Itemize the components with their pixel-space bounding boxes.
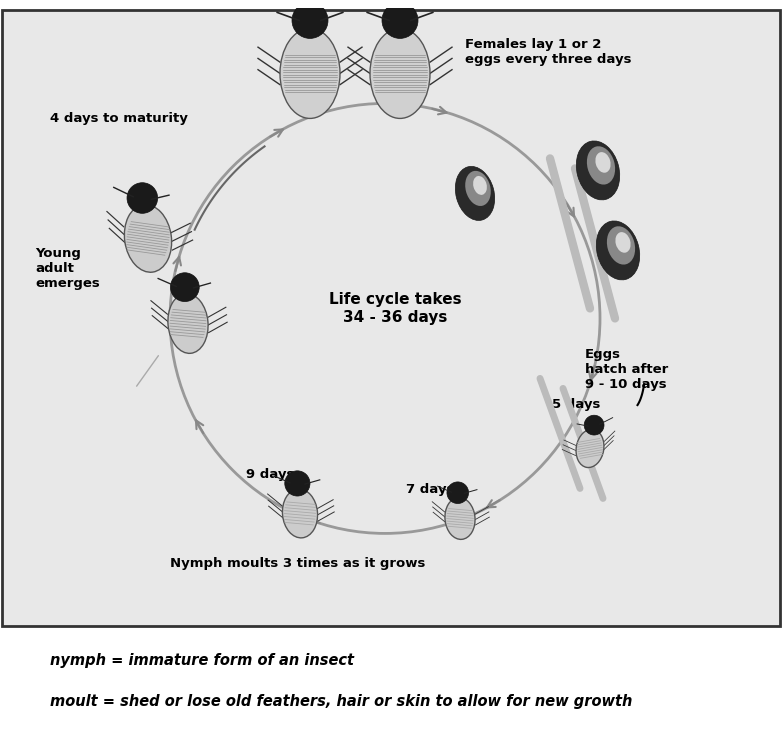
Circle shape — [127, 183, 158, 213]
Ellipse shape — [370, 29, 430, 119]
Ellipse shape — [280, 29, 340, 119]
Ellipse shape — [293, 12, 327, 26]
Ellipse shape — [615, 232, 630, 253]
Ellipse shape — [576, 141, 619, 200]
Text: 5 days: 5 days — [552, 398, 601, 411]
Text: Females lay 1 or 2
eggs every three days: Females lay 1 or 2 eggs every three days — [465, 38, 632, 67]
Ellipse shape — [576, 429, 604, 468]
Ellipse shape — [597, 221, 640, 280]
Text: Nymph moults 3 times as it grows: Nymph moults 3 times as it grows — [170, 557, 425, 570]
Text: 4 days to maturity: 4 days to maturity — [50, 112, 188, 125]
Text: 7 days: 7 days — [406, 483, 454, 496]
Ellipse shape — [129, 190, 155, 203]
Ellipse shape — [383, 12, 417, 26]
Ellipse shape — [282, 489, 317, 538]
Circle shape — [584, 415, 604, 435]
Ellipse shape — [124, 205, 171, 272]
Ellipse shape — [595, 152, 611, 173]
FancyArrowPatch shape — [137, 356, 159, 386]
Ellipse shape — [168, 294, 208, 354]
Text: Life cycle takes
34 - 36 days: Life cycle takes 34 - 36 days — [328, 292, 461, 324]
Circle shape — [170, 273, 199, 302]
Ellipse shape — [445, 498, 475, 539]
Ellipse shape — [465, 171, 491, 206]
Ellipse shape — [586, 420, 602, 428]
Ellipse shape — [288, 477, 307, 487]
Ellipse shape — [455, 166, 495, 220]
Circle shape — [292, 2, 328, 38]
Ellipse shape — [586, 146, 615, 184]
Text: Eggs
hatch after
9 - 10 days: Eggs hatch after 9 - 10 days — [585, 348, 669, 392]
Text: Young
adult
emerges: Young adult emerges — [35, 247, 100, 290]
Text: 9 days: 9 days — [246, 468, 294, 482]
Text: moult = shed or lose old feathers, hair or skin to allow for new growth: moult = shed or lose old feathers, hair … — [50, 694, 633, 709]
Circle shape — [447, 482, 468, 504]
Ellipse shape — [174, 280, 196, 291]
Circle shape — [382, 2, 418, 38]
Circle shape — [285, 471, 310, 496]
Ellipse shape — [473, 176, 487, 195]
Ellipse shape — [607, 226, 635, 264]
Text: nymph = immature form of an insect: nymph = immature form of an insect — [50, 653, 354, 668]
Ellipse shape — [450, 488, 466, 496]
